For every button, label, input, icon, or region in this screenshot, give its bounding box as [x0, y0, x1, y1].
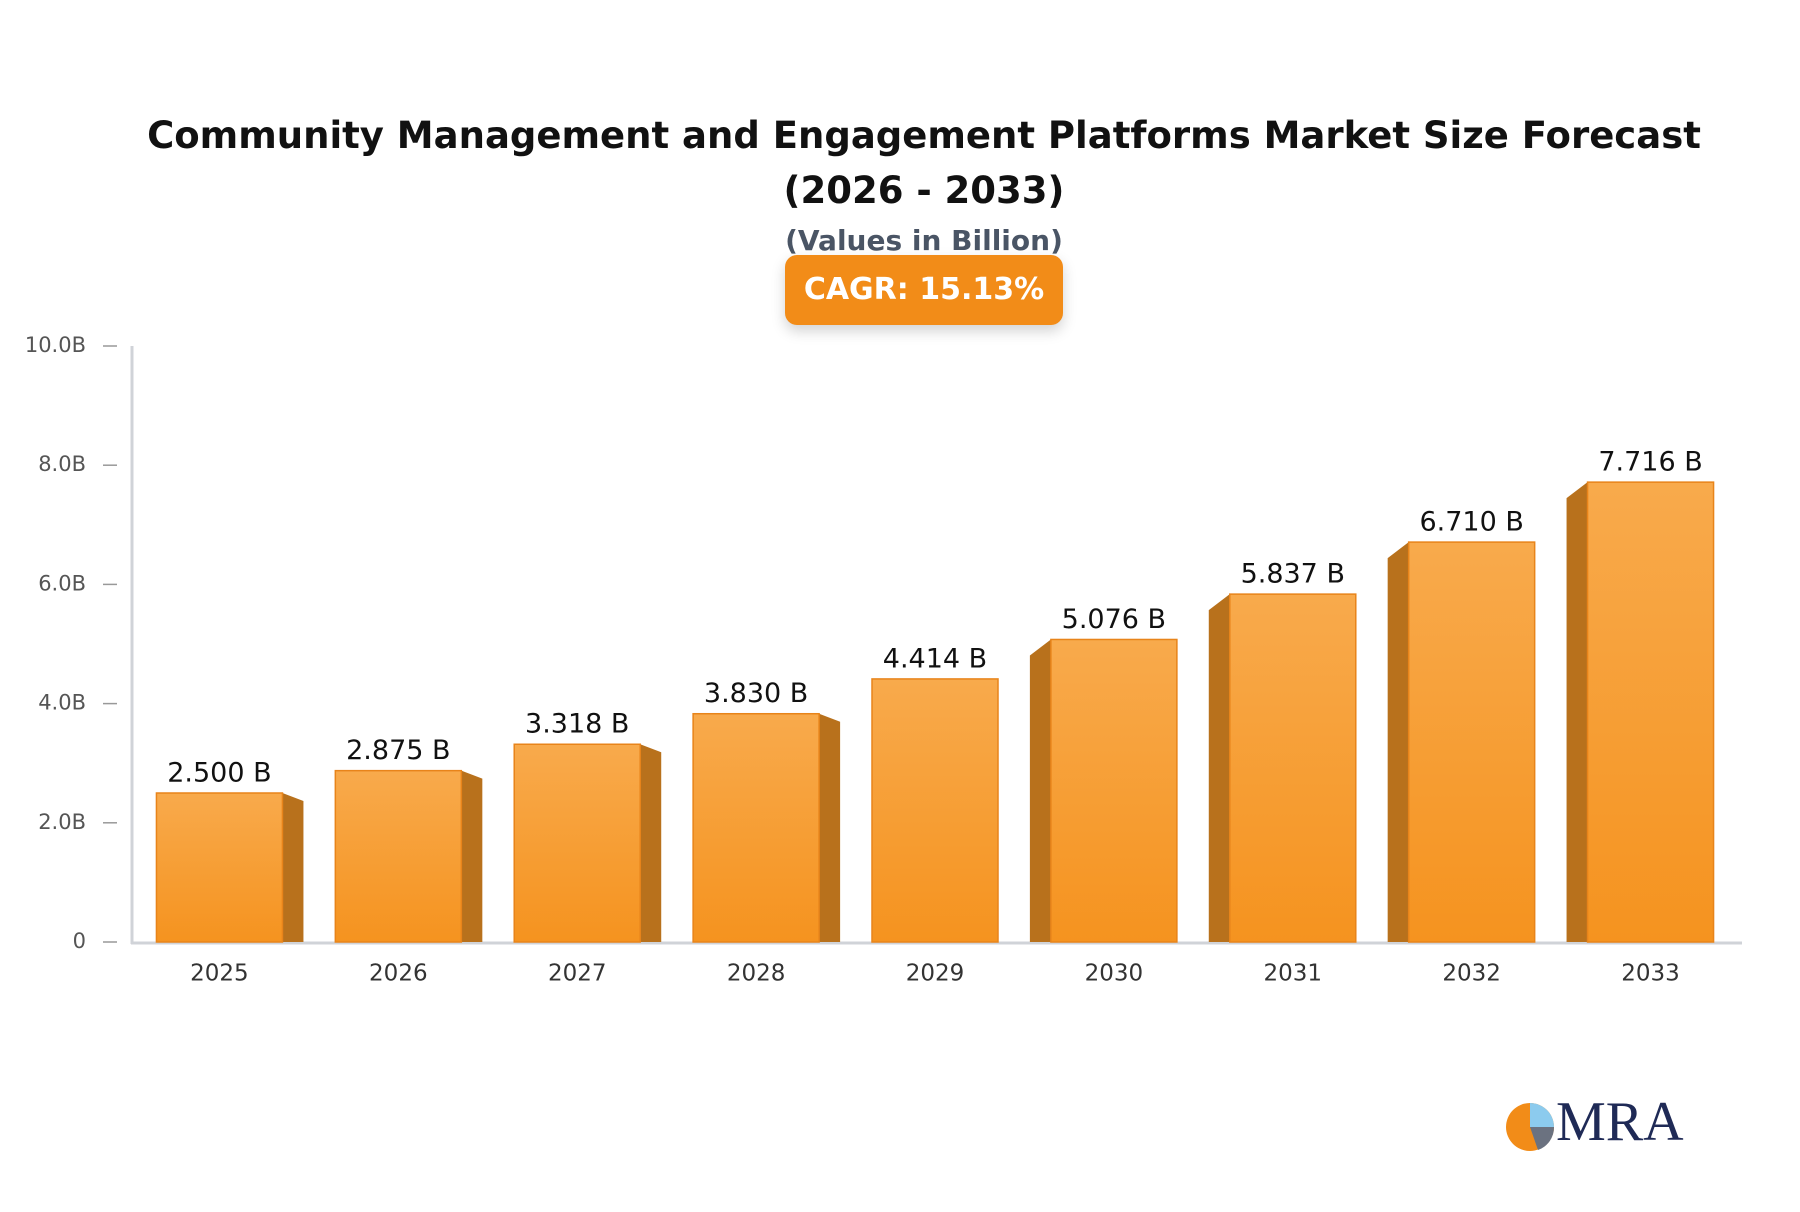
bar-side — [1566, 482, 1588, 942]
bar-side — [1208, 594, 1230, 942]
bar — [692, 712, 820, 943]
bar-side — [640, 744, 662, 942]
value-label: 2.500 B — [167, 758, 271, 789]
x-tick-label: 2025 — [190, 961, 249, 987]
y-tick-label: 0 — [73, 929, 86, 953]
logo-icon-slice — [1530, 1103, 1554, 1127]
value-label: 7.716 B — [1598, 447, 1702, 478]
y-tick-label: 4.0B — [38, 691, 86, 715]
logo-icon-slice — [1530, 1127, 1555, 1150]
bar-side — [282, 793, 304, 942]
bar — [1050, 638, 1178, 943]
x-tick-label: 2029 — [906, 961, 965, 987]
x-tick-label: 2027 — [548, 961, 607, 987]
x-tick-label: 2028 — [727, 961, 786, 987]
bar — [334, 769, 463, 943]
bar — [1229, 593, 1357, 943]
value-label: 2.875 B — [346, 735, 450, 766]
logo-text: MRA — [1556, 1091, 1684, 1153]
x-tick-label: 2032 — [1442, 961, 1501, 987]
y-tick-label: 2.0B — [38, 810, 86, 834]
y-tick-label: 10.0B — [25, 333, 86, 357]
bar-side — [1387, 542, 1409, 942]
bar — [1586, 481, 1715, 943]
chart-subtitle: (Values in Billion) — [785, 224, 1063, 257]
x-tick-label: 2026 — [369, 961, 428, 987]
bar — [513, 743, 641, 943]
value-label: 5.076 B — [1062, 604, 1166, 635]
bar — [1407, 541, 1536, 943]
bar — [871, 678, 999, 943]
chart-title: Community Management and Engagement Plat… — [147, 114, 1701, 212]
value-label: 5.837 B — [1241, 559, 1345, 590]
cagr-badge: CAGR: 15.13% — [785, 255, 1063, 325]
y-tick-label: 8.0B — [38, 452, 86, 476]
value-label: 3.830 B — [704, 678, 808, 709]
y-tick-label: 6.0B — [38, 571, 86, 595]
value-label: 3.318 B — [525, 709, 629, 740]
x-tick-label: 2030 — [1085, 961, 1144, 987]
bar-side — [819, 713, 841, 942]
x-tick-label: 2031 — [1264, 961, 1323, 987]
bar-side — [1029, 639, 1051, 942]
value-label: 6.710 B — [1419, 507, 1523, 538]
bar — [155, 792, 284, 943]
value-label: 4.414 B — [883, 643, 987, 674]
bar-side — [461, 770, 483, 942]
x-tick-label: 2033 — [1621, 961, 1680, 987]
